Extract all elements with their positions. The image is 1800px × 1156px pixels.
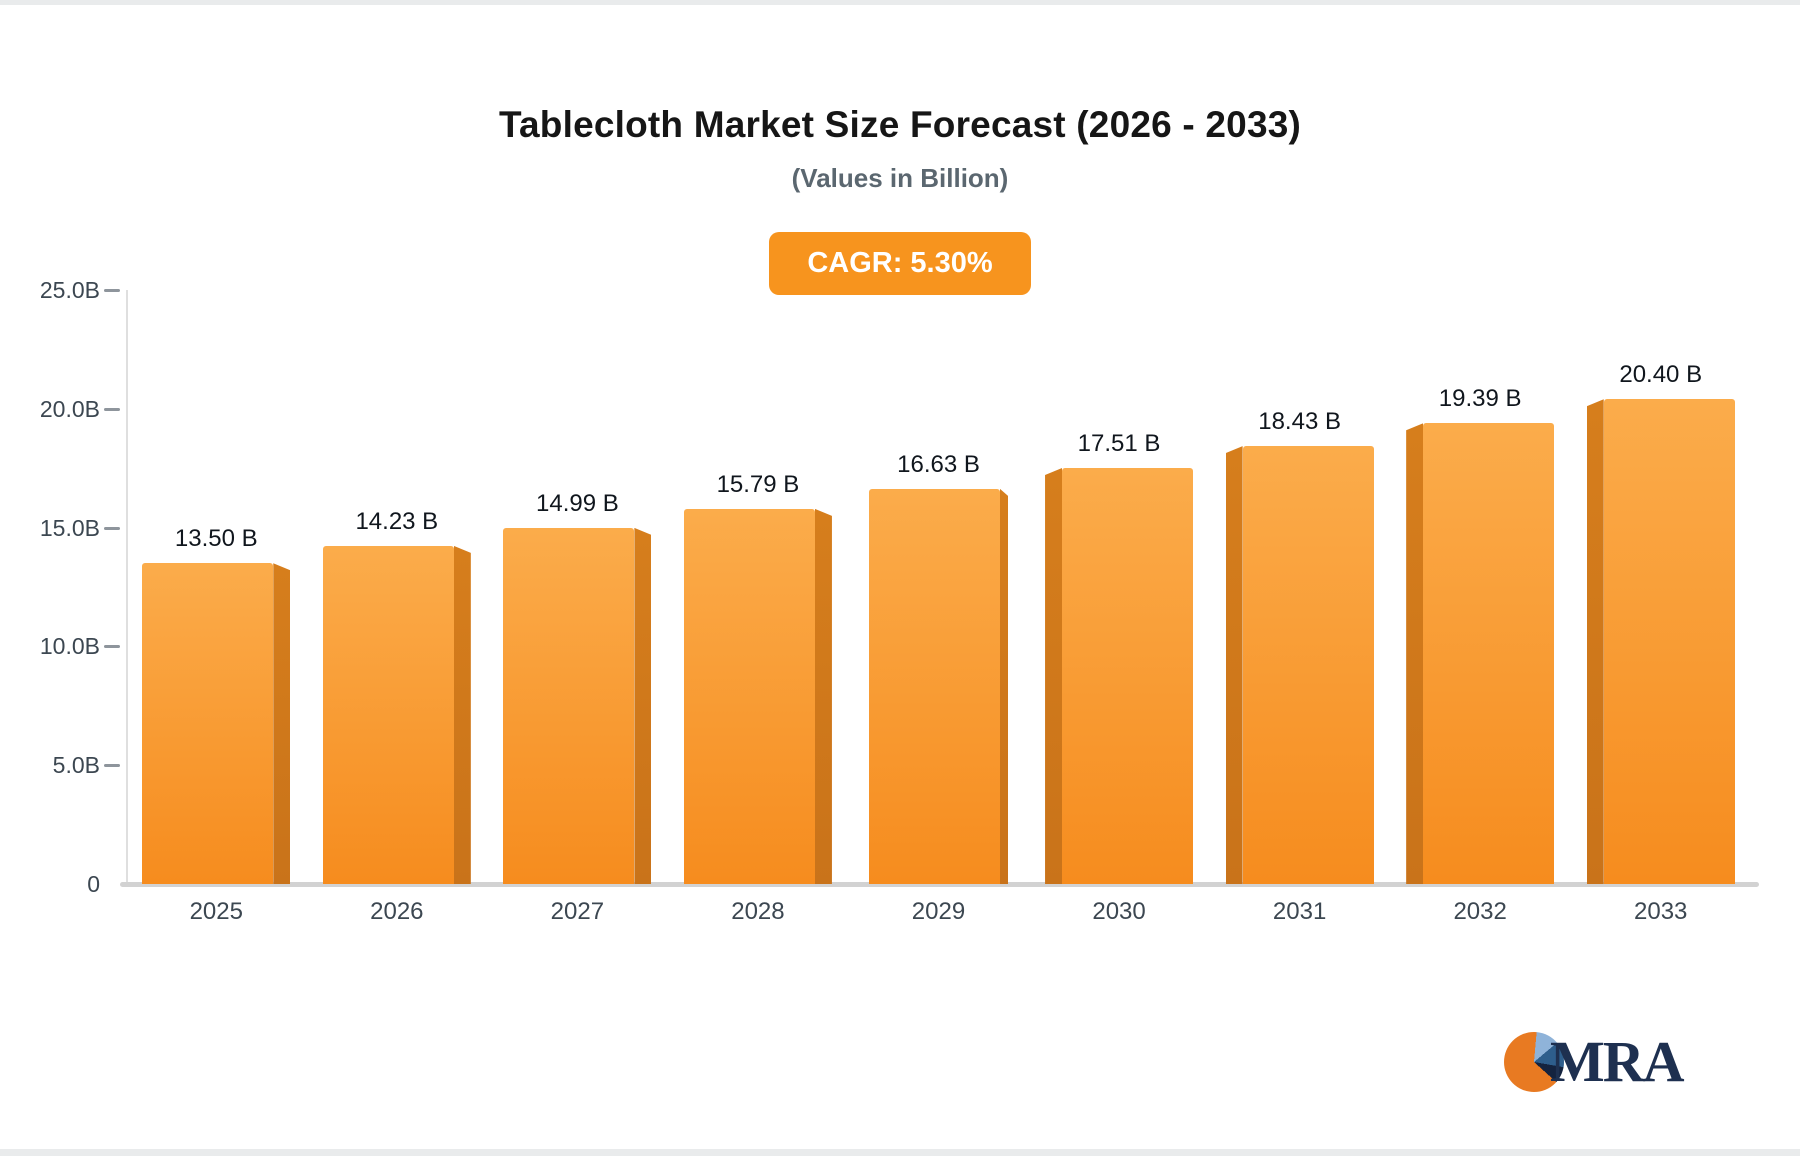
bar [322,545,454,884]
bar-side-face [814,508,832,884]
bar-side-face [1045,467,1063,884]
y-tick-dash [104,407,120,411]
bar [1603,399,1735,884]
bar-value-label: 17.51 B [1077,429,1161,457]
y-tick-dash [104,645,120,649]
bar [1062,467,1194,884]
y-tick-label: 20.0B [39,395,100,422]
bar [503,527,635,884]
x-tick-label: 2033 [1634,898,1688,925]
bar-value-label: 16.63 B [897,450,980,478]
bar-side-face [1586,399,1604,884]
bar [142,563,274,884]
x-tick-label: 2031 [1272,898,1327,925]
x-tick-label: 2028 [731,898,785,925]
bar-value-label: 14.99 B [536,489,619,517]
bar-side-face [1000,488,1008,884]
chart-subtitle: (Values in Billion) [791,163,1009,193]
x-tick-label: 2029 [911,898,966,925]
bar-value-label: 18.43 B [1258,408,1341,436]
bar-value-label: 15.79 B [716,470,800,498]
bar-side-face [1406,423,1424,884]
bar-side-face [1225,446,1243,884]
x-tick-label: 2027 [550,898,605,925]
bar-side-face [634,527,652,884]
chart-header: Tablecloth Market Size Forecast (2026 - … [0,0,1800,295]
y-axis-line [126,290,128,884]
x-axis-line [120,882,1759,887]
y-tick-label: 15.0B [39,514,100,541]
y-tick-dash [104,289,120,292]
bar-side-face [273,563,291,884]
bar [869,488,1000,884]
y-tick-label: 0 [87,871,100,897]
bar-value-label: 13.50 B [174,525,258,553]
y-tick-label: 25.0B [39,277,100,303]
logo-text: MRA [1550,1029,1685,1094]
x-tick-label: 2030 [1092,898,1146,925]
cagr-badge: CAGR: 5.30% [769,232,1031,295]
bar-value-label: 20.40 B [1619,361,1703,389]
bar [683,508,815,884]
bar-value-label: 14.23 B [355,507,439,535]
x-tick-label: 2025 [189,898,243,925]
y-tick-label: 10.0B [39,633,100,660]
bar [1423,423,1555,884]
bar [1242,446,1374,884]
chart-title: Tablecloth Market Size Forecast (2026 - … [498,104,1302,145]
y-tick-dash [104,764,120,768]
bar-side-face [453,545,471,884]
bar-value-label: 19.39 B [1438,385,1522,413]
y-tick-label: 5.0B [52,752,100,779]
top-edge-strip [0,0,1800,5]
x-tick-label: 2032 [1453,898,1507,925]
mra-logo: MRA [1504,1029,1685,1094]
bottom-edge-strip [0,1149,1800,1156]
pie-logo-icon [1504,1032,1564,1092]
y-tick-dash [104,526,120,530]
x-tick-label: 2026 [370,898,424,925]
